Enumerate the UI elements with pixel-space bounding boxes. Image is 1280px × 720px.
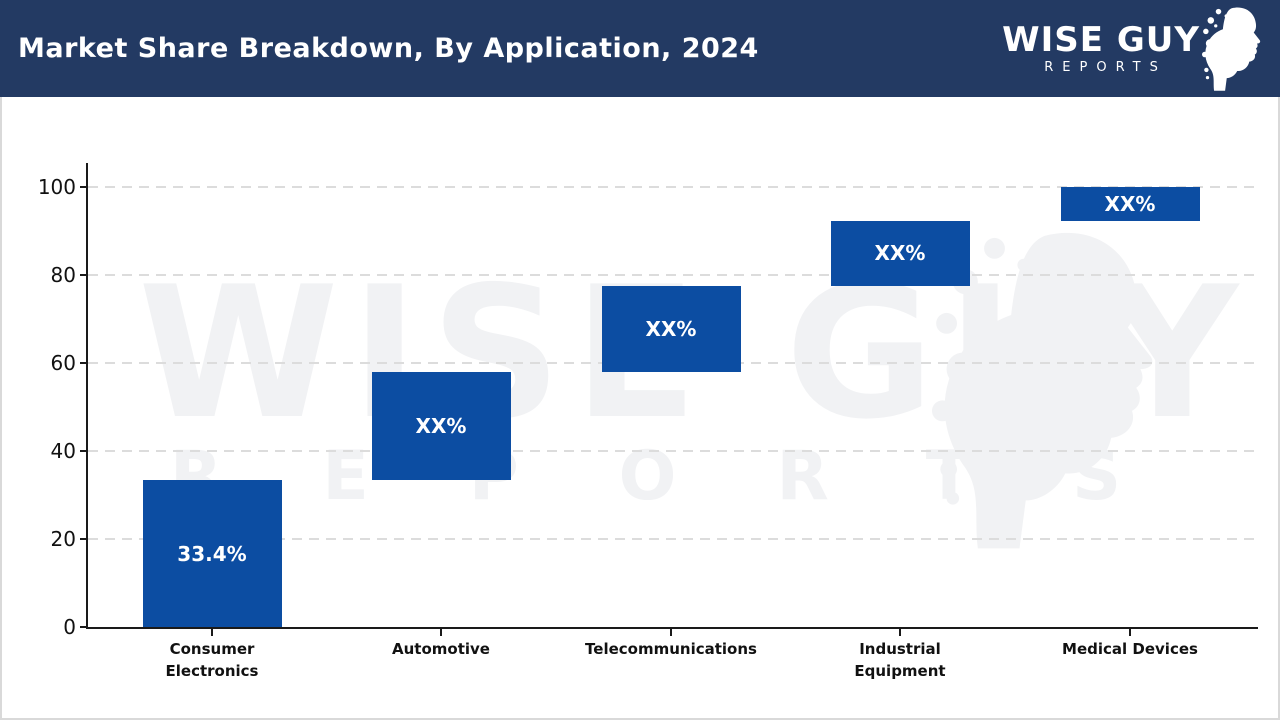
bar-value-label: 33.4%: [177, 541, 247, 566]
x-tick-label-industrial-equipment: Industrial Equipment: [854, 640, 946, 680]
x-tick-mark: [211, 629, 213, 636]
y-tick-mark-20: [80, 538, 87, 540]
watermark-face-icon: [932, 232, 1153, 549]
brand-logo: WISE GUY REPORTS: [1002, 5, 1268, 93]
gridline-20: [88, 538, 1258, 540]
y-tick-mark-60: [80, 362, 87, 364]
y-tick-label-40: 40: [50, 439, 76, 463]
x-axis-line: [86, 627, 1258, 629]
y-tick-label-0: 0: [63, 615, 76, 639]
y-tick-mark-0: [80, 626, 87, 628]
bar-value-label: XX%: [645, 316, 697, 341]
y-tick-label-20: 20: [50, 527, 76, 551]
x-tick-label-telecommunications: Telecommunications: [585, 640, 757, 658]
x-tick-mark: [670, 629, 672, 636]
x-tick-mark: [1129, 629, 1131, 636]
bar-automotive: XX%: [371, 371, 511, 481]
brand-tagline: REPORTS: [1044, 60, 1167, 76]
frame-edge-left: [0, 97, 2, 720]
page-title: Market Share Breakdown, By Application, …: [18, 33, 759, 64]
bar-value-label: XX%: [415, 413, 467, 438]
y-tick-label-80: 80: [50, 263, 76, 287]
brand-name: WISE GUY: [1002, 19, 1200, 60]
header-bar: Market Share Breakdown, By Application, …: [0, 0, 1280, 97]
brand-face-icon: [1202, 7, 1261, 91]
brand-logo-text: WISE GUY REPORTS: [1002, 19, 1200, 76]
y-axis-line: [86, 163, 88, 629]
bar-telecommunications: XX%: [601, 286, 741, 372]
y-tick-label-60: 60: [50, 351, 76, 375]
y-tick-mark-80: [80, 274, 87, 276]
y-tick-mark-40: [80, 450, 87, 452]
x-tick-label-consumer-electronics: Consumer Electronics: [165, 640, 259, 680]
x-tick-mark: [899, 629, 901, 636]
bar-value-label: XX%: [1104, 191, 1156, 216]
y-tick-label-100: 100: [37, 175, 76, 199]
bar-industrial-equipment: XX%: [830, 220, 970, 286]
frame-edge-bottom: [0, 718, 1280, 720]
x-tick-label-medical-devices: Medical Devices: [1062, 640, 1198, 658]
frame-edge-right: [1278, 97, 1280, 720]
bar-consumer-electronics: 33.4%: [142, 480, 282, 627]
gridline-80: [88, 274, 1258, 276]
x-tick-label-automotive: Automotive: [392, 640, 490, 658]
bar-value-label: XX%: [874, 241, 926, 266]
x-tick-mark: [440, 629, 442, 636]
bar-medical-devices: XX%: [1060, 187, 1200, 221]
gridline-100: [88, 186, 1258, 188]
y-tick-mark-100: [80, 186, 87, 188]
gridline-40: [88, 450, 1258, 452]
